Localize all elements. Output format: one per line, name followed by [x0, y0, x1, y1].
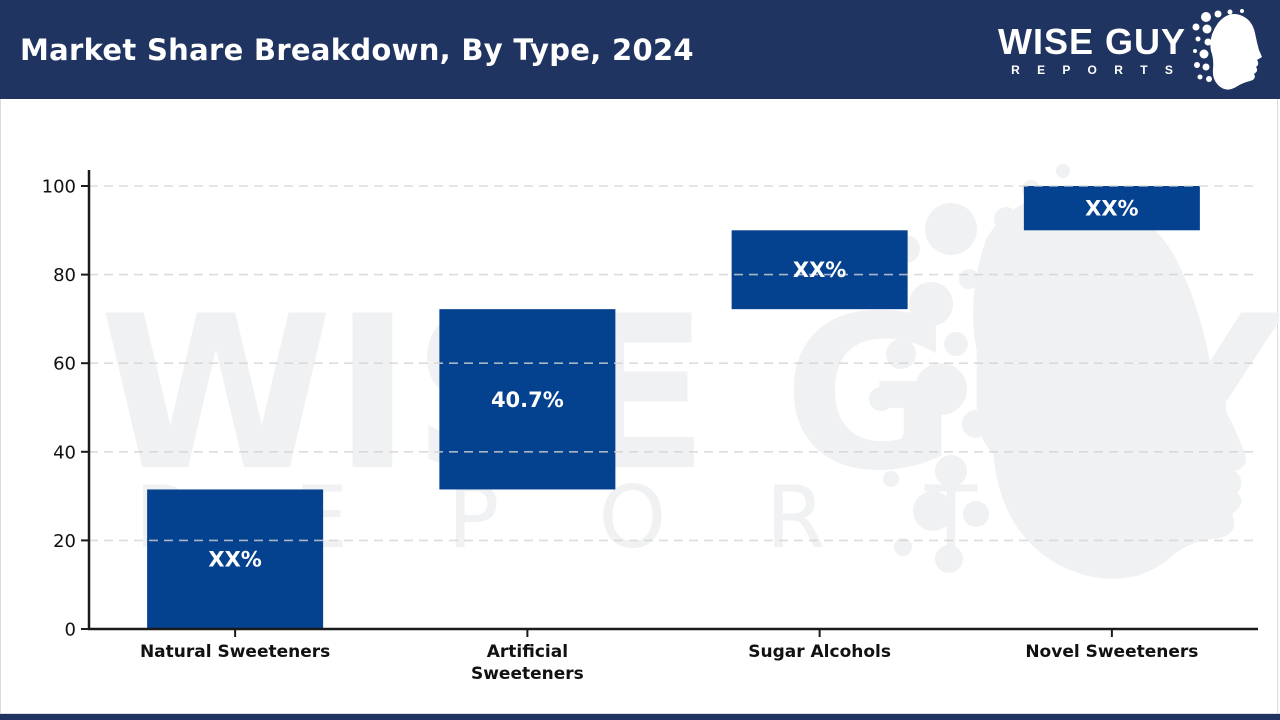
watermark: WISE GUY R E P O R T S: [99, 164, 1280, 579]
y-tick-label: 20: [53, 531, 76, 552]
bars-layer: [147, 186, 1200, 629]
content-border: [0, 713, 1280, 714]
watermark-head-icon: [869, 164, 1246, 579]
y-tick-label: 0: [65, 620, 76, 641]
labels-layer: 0 20 40 60 80 100 XX% Natural Sweeteners 40.7% Ar…: [42, 177, 1199, 685]
y-tick-label: 80: [53, 265, 76, 286]
x-category-label: Natural Sweeteners: [140, 642, 330, 662]
x-category-label: Sugar Alcohols: [748, 642, 891, 662]
x-category-label: Artificial Sweeteners: [471, 642, 584, 684]
bar-segment: [731, 230, 908, 310]
bar-segment: [439, 309, 616, 490]
logo-wordmark: WISE GUY: [997, 20, 1186, 62]
logo-subtitle: R E P O R T S: [1011, 62, 1180, 77]
y-tick-label: 100: [42, 177, 76, 198]
y-tick-label: 60: [53, 354, 76, 375]
y-tick-label: 40: [53, 442, 76, 463]
page-title: Market Share Breakdown, By Type, 2024: [20, 32, 694, 67]
waterfall-chart: WISE GUY R E P O R T S 0 20 40 60 80 100 XX% Na…: [42, 164, 1280, 685]
chart-area: WISE GUY R E P O R T S 0 20 40 60 80 100 XX% Na…: [0, 99, 1280, 715]
bar-value-label: 40.7%: [491, 388, 564, 412]
header-bar: Market Share Breakdown, By Type, 2024 WI…: [0, 0, 1280, 99]
x-category-label: Novel Sweeteners: [1025, 642, 1198, 662]
bar-value-label: XX%: [208, 548, 261, 572]
axes-layer: [81, 170, 1258, 637]
bar-segment: [147, 489, 324, 629]
wiseguy-logo: WISE GUY R E P O R T S: [997, 8, 1262, 91]
bar-value-label: XX%: [793, 258, 846, 282]
bar-segment: [1023, 186, 1200, 231]
bar-value-label: XX%: [1085, 197, 1138, 221]
logo-head-icon: [1192, 8, 1262, 90]
logo-wordmark-block: WISE GUY R E P O R T S: [997, 20, 1186, 77]
footer-bar: [0, 714, 1280, 720]
